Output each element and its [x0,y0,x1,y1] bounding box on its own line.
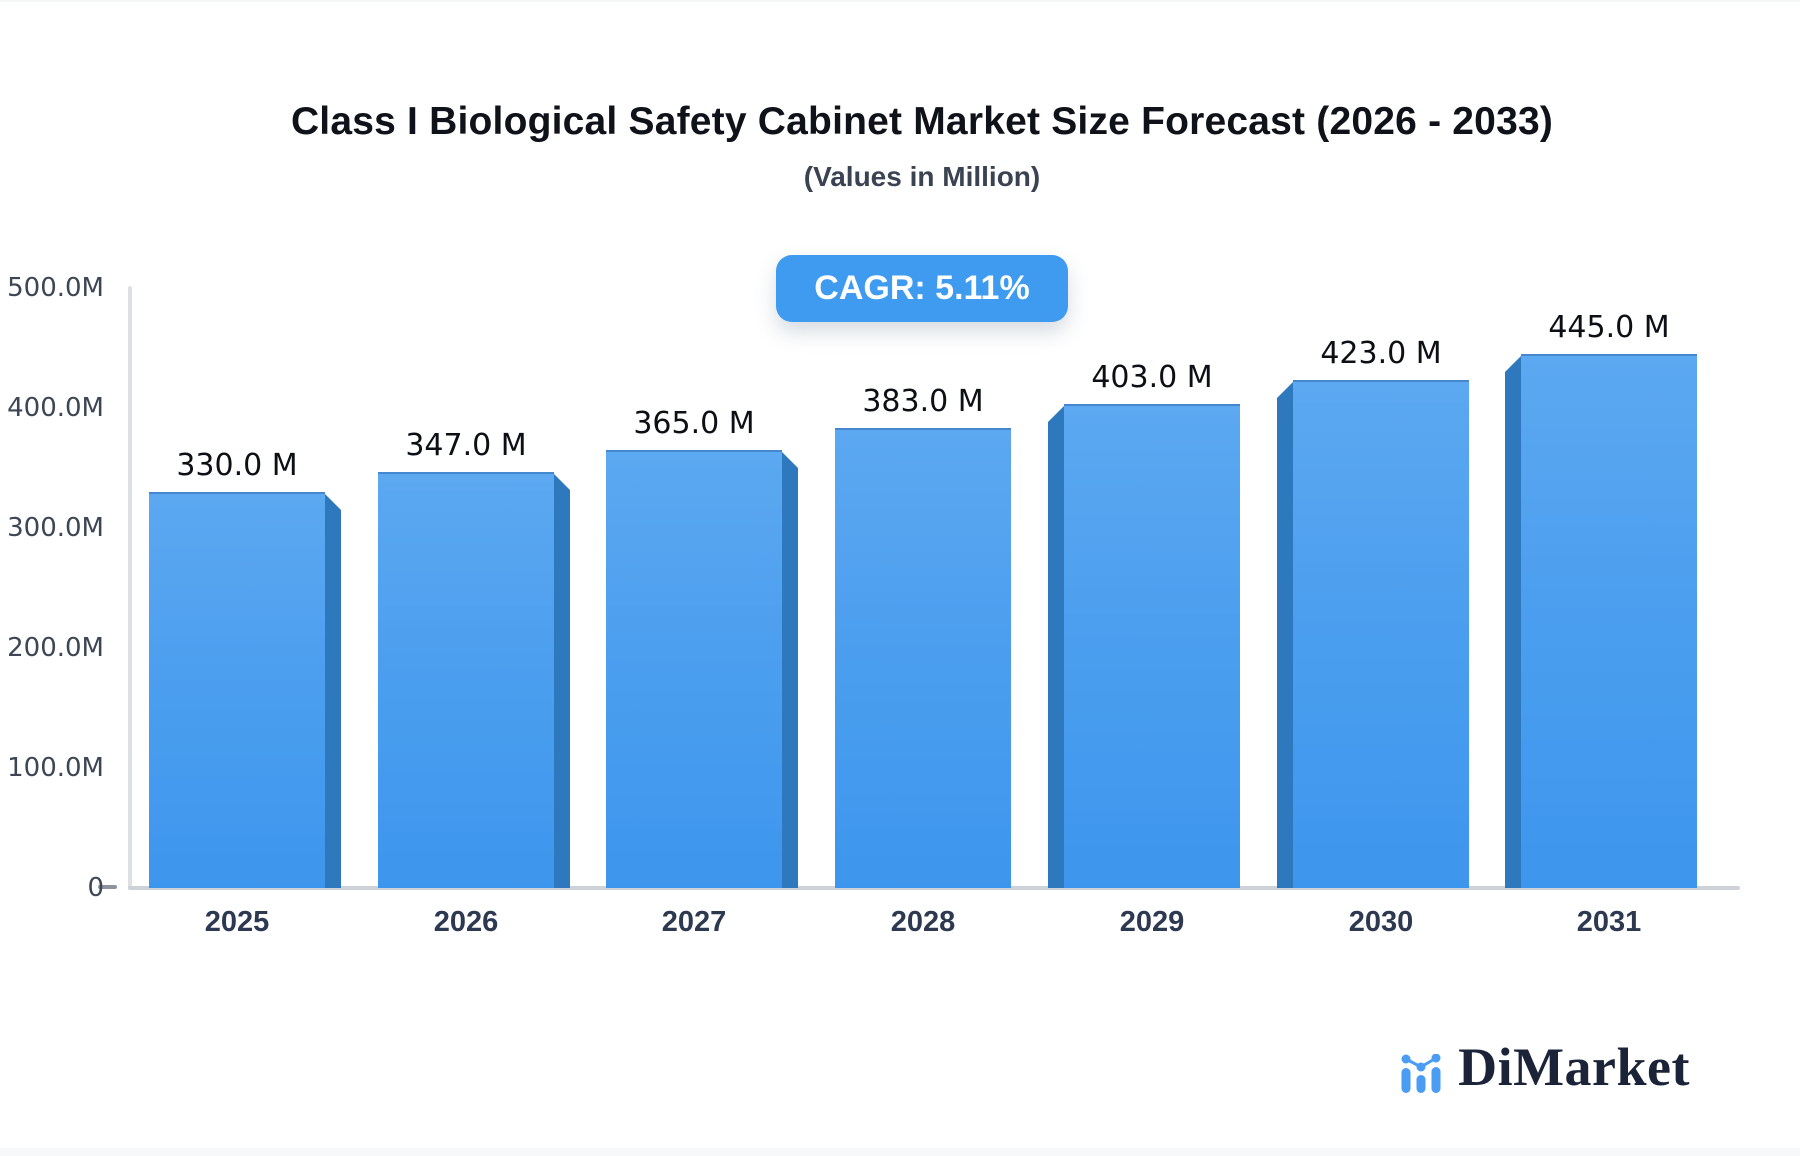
bar-value-label: 423.0 M [1320,336,1442,371]
y-axis-tick-label: 200.0M [7,633,104,663]
y-axis-tick-label: 100.0M [7,753,104,783]
cagr-badge-row: CAGR: 5.11% [44,255,1800,322]
x-axis-label-2025: 2025 [204,906,270,938]
chart-subtitle: (Values in Million) [803,161,1041,192]
top-edge-divider [0,0,1800,2]
x-axis-line [128,886,1740,890]
bar-2029 [1048,404,1240,888]
bar-2027 [606,450,798,888]
dimarket-logo-icon [1401,1054,1441,1093]
bar-2028 [835,428,1011,888]
brand-logo: DiMarket [1400,1040,1690,1094]
y-axis-tick-label: 0 [87,873,104,903]
bar-side-face [782,452,798,888]
brand-name: DiMarket [1458,1037,1690,1097]
x-axis-label-2029: 2029 [1119,906,1185,938]
x-axis-label-2030: 2030 [1348,906,1414,938]
bar-side-face [1277,382,1293,888]
bar-side-face [1505,356,1521,888]
y-axis-tick-label: 300.0M [7,513,104,543]
bar-2030 [1277,380,1469,888]
y-axis-tick-label: 500.0M [7,273,104,303]
chart-title: Class I Biological Safety Cabinet Market… [290,100,1554,143]
bar-2031 [1505,354,1697,888]
bar-value-label: 445.0 M [1548,310,1670,345]
bar-value-label: 403.0 M [1091,360,1213,395]
x-axis-label-2031: 2031 [1576,906,1642,938]
bar-value-label: 347.0 M [405,428,527,463]
bar-2025 [149,492,341,888]
cagr-badge: CAGR: 5.11% [776,255,1068,322]
bar-value-label: 365.0 M [633,406,755,441]
x-axis-label-2027: 2027 [661,906,727,938]
bar-side-face [325,494,341,888]
x-axis-label-2028: 2028 [890,906,956,938]
bar-2026 [378,472,570,888]
bar-side-face [1048,406,1064,888]
bottom-edge-strip [0,1148,1800,1156]
bar-value-label: 383.0 M [862,384,984,419]
bar-value-label: 330.0 M [176,448,298,483]
zero-tick-mark [98,885,117,889]
y-axis-line [128,286,132,890]
x-axis-label-2026: 2026 [433,906,499,938]
bar-side-face [554,474,570,888]
y-axis-tick-label: 400.0M [7,393,104,423]
